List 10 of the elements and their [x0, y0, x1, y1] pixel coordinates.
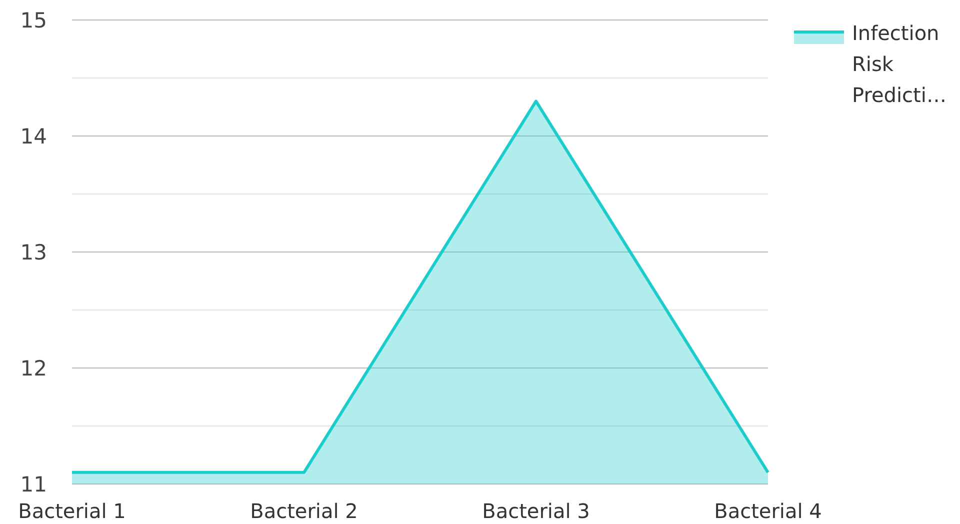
x-tick-label: Bacterial 3 — [482, 499, 590, 523]
y-tick-label: 11 — [20, 472, 47, 496]
y-tick-label: 12 — [20, 356, 47, 380]
y-tick-label: 14 — [20, 124, 47, 148]
y-tick-label: 13 — [20, 240, 47, 264]
y-tick-label: 15 — [20, 8, 47, 32]
x-tick-label: Bacterial 1 — [18, 499, 126, 523]
x-tick-label: Bacterial 4 — [714, 499, 822, 523]
x-tick-label: Bacterial 2 — [250, 499, 358, 523]
legend-label: Infection Risk Predicti… — [852, 21, 946, 107]
